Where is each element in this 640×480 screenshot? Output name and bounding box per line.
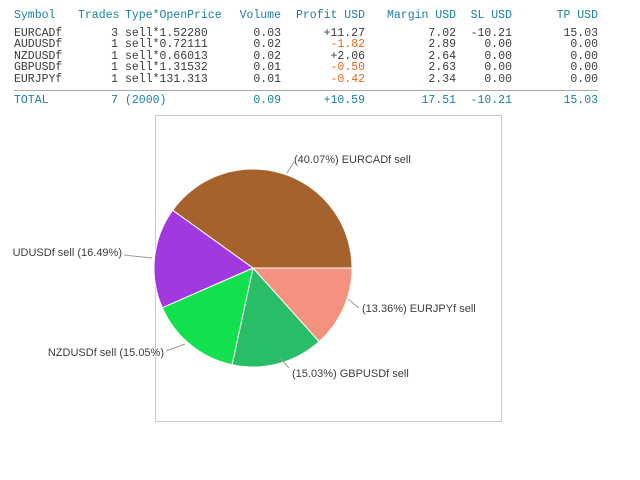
cell-sl: 0.00 <box>484 61 512 75</box>
cell-margin: 7.02 <box>428 26 456 40</box>
cell-total-label: TOTAL <box>14 93 49 107</box>
leader-line-nzdusd <box>165 343 186 352</box>
pie-slice-audusdf <box>153 209 255 309</box>
slice-label-gbpusd: (15.03%) GBPUSDf sell <box>292 368 409 380</box>
cell-sl: 0.00 <box>484 72 512 86</box>
cell-trades: 3 <box>111 26 118 40</box>
cell-total-volume: 0.09 <box>253 93 281 107</box>
table-row: AUDUSDf 1 sell*0.72111 0.02 -1.82 2.89 0… <box>14 39 598 51</box>
cell-volume: 0.01 <box>253 72 281 86</box>
cell-margin: 2.89 <box>428 38 456 52</box>
cell-tp: 0.00 <box>570 61 598 75</box>
cell-volume: 0.03 <box>253 26 281 40</box>
column-header-volume: Volume <box>239 9 281 22</box>
cell-type-openprice: sell*0.66013 <box>125 49 208 63</box>
column-header-trades: Trades <box>78 9 120 22</box>
slice-label-nzdusd: NZDUSDf sell (15.05%) <box>47 347 164 359</box>
cell-tp: 0.00 <box>570 49 598 63</box>
cell-profit: -0.50 <box>330 61 365 75</box>
table-row: EURJPYf 1 sell*131.313 0.01 -0.42 2.34 0… <box>14 74 598 86</box>
cell-volume: 0.02 <box>253 38 281 52</box>
leader-line-eurjpy <box>347 298 360 309</box>
pie-slice-eurjpyf <box>251 267 353 343</box>
column-header-symbol: Symbol <box>14 9 56 22</box>
cell-tp: 15.03 <box>563 26 598 40</box>
cell-symbol: EURCADf <box>14 26 63 40</box>
cell-profit: +2.06 <box>330 49 365 63</box>
cell-symbol: NZDUSDf <box>14 49 63 63</box>
cell-trades: 1 <box>111 49 118 63</box>
total-separator-line <box>14 89 598 91</box>
cell-sl: 0.00 <box>484 49 512 63</box>
cell-margin: 2.64 <box>428 49 456 63</box>
cell-total-deposit: (2000) <box>125 93 167 107</box>
cell-total-sl: -10.21 <box>470 93 512 107</box>
cell-margin: 2.63 <box>428 61 456 75</box>
cell-total-margin: 17.51 <box>421 93 456 107</box>
column-header-type-openprice: Type*OpenPrice <box>125 9 222 22</box>
table-row: NZDUSDf 1 sell*0.66013 0.02 +2.06 2.64 0… <box>14 51 598 63</box>
column-header-margin-usd: Margin USD <box>386 9 456 22</box>
table-row: GBPUSDf 1 sell*1.31532 0.01 -0.50 2.63 0… <box>14 62 598 74</box>
cell-profit: -0.42 <box>330 72 365 86</box>
pie-slice-gbpusdf <box>231 266 320 368</box>
cell-total-profit: +10.59 <box>323 93 365 107</box>
column-header-sl-usd: SL USD <box>470 9 512 22</box>
slice-label-audusd: UDUSDf sell (16.49%) <box>12 247 122 259</box>
cell-type-openprice: sell*0.72111 <box>125 38 208 52</box>
cell-sl: 0.00 <box>484 38 512 52</box>
positions-summary-table: Symbol Trades Type*OpenPrice Volume Prof… <box>14 10 598 106</box>
cell-total-trades: 7 <box>111 93 118 107</box>
cell-margin: 2.34 <box>428 72 456 86</box>
leader-line-gbpusd <box>279 357 290 369</box>
cell-trades: 1 <box>111 72 118 86</box>
table-total-row: TOTAL 7 (2000) 0.09 +10.59 17.51 -10.21 … <box>14 93 598 107</box>
leader-line-audusd <box>123 254 153 259</box>
table-header-row: Symbol Trades Type*OpenPrice Volume Prof… <box>14 10 598 22</box>
column-header-profit-usd: Profit USD <box>295 9 365 22</box>
cell-sl: -10.21 <box>470 26 512 40</box>
cell-volume: 0.02 <box>253 49 281 63</box>
pie-slice-eurcadf <box>171 168 353 269</box>
cell-volume: 0.01 <box>253 61 281 75</box>
cell-symbol: GBPUSDf <box>14 61 63 75</box>
cell-trades: 1 <box>111 38 118 52</box>
cell-type-openprice: sell*1.52280 <box>125 26 208 40</box>
cell-symbol: AUDUSDf <box>14 38 63 52</box>
cell-type-openprice: sell*131.313 <box>125 72 208 86</box>
pie-slice-nzdusdf <box>161 267 254 366</box>
slice-label-eurcad: (40.07%) EURCADf sell <box>294 154 411 166</box>
pie-chart <box>123 161 360 369</box>
cell-type-openprice: sell*1.31532 <box>125 61 208 75</box>
cell-total-tp: 15.03 <box>563 93 598 107</box>
cell-profit: -1.82 <box>330 38 365 52</box>
cell-symbol: EURJPYf <box>14 72 63 86</box>
cell-tp: 0.00 <box>570 38 598 52</box>
column-header-tp-usd: TP USD <box>556 9 598 22</box>
cell-tp: 0.00 <box>570 72 598 86</box>
cell-profit: +11.27 <box>323 26 365 40</box>
table-row: EURCADf 3 sell*1.52280 0.03 +11.27 7.02 … <box>14 26 598 40</box>
leader-line-eurcad <box>286 161 295 174</box>
cell-trades: 1 <box>111 61 118 75</box>
pie-chart-panel: (40.07%) EURCADf sell (13.36%) EURJPYf s… <box>13 115 502 422</box>
slice-label-eurjpy: (13.36%) EURJPYf sell <box>362 303 476 315</box>
